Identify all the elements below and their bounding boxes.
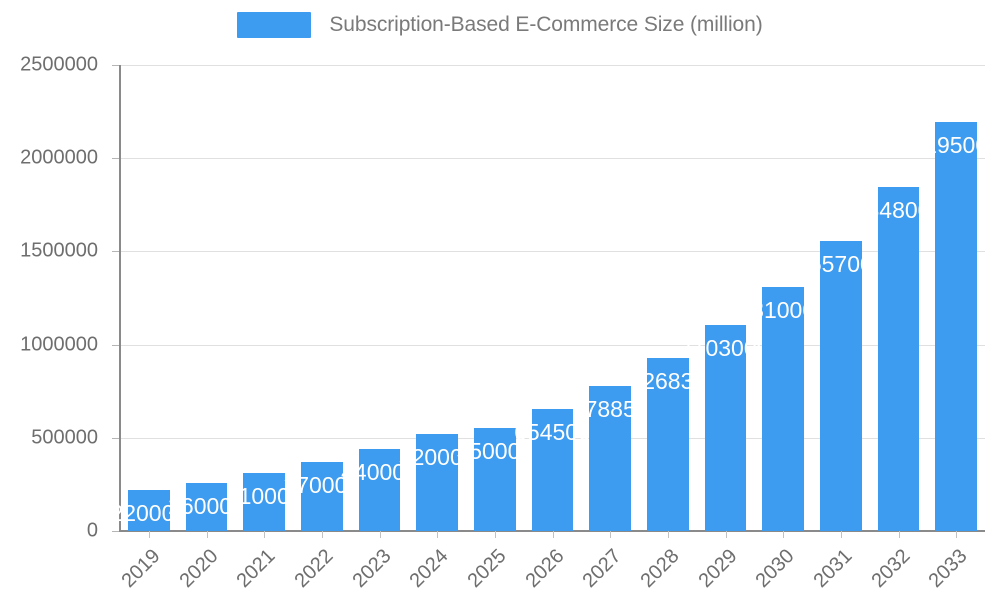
- y-tick-label: 1000000: [20, 333, 98, 356]
- x-tick-mark: [610, 531, 612, 538]
- x-tick-label: 2020: [175, 545, 223, 593]
- bar-slot: 1103000: [682, 65, 769, 531]
- x-tick-mark: [552, 531, 554, 538]
- x-tick-label: 2025: [463, 545, 511, 593]
- bar-slot: 260000: [168, 65, 245, 531]
- x-tick-label: 2029: [694, 545, 742, 593]
- y-tick-mark: [112, 437, 120, 439]
- x-tick-label: 2031: [809, 545, 857, 593]
- gridline: [120, 65, 985, 66]
- x-axis-line: [119, 530, 985, 532]
- x-tick-mark: [206, 531, 208, 538]
- bar[interactable]: [185, 482, 228, 531]
- bar-slot: 370000: [283, 65, 360, 531]
- plot-area: 220000 260000 310000 370000 440000 520000 5500…: [110, 65, 1000, 532]
- bar-slot: 1310000: [738, 65, 828, 531]
- y-tick-label: 2000000: [20, 146, 98, 169]
- x-tick-mark: [725, 531, 727, 538]
- x-tick-label: 2028: [636, 545, 684, 593]
- bar[interactable]: [820, 240, 862, 531]
- x-tick-mark: [321, 531, 323, 538]
- x-tick-mark: [898, 531, 900, 538]
- bar[interactable]: [416, 434, 458, 531]
- bar-slot: 1848000: [854, 65, 943, 531]
- bar[interactable]: [358, 448, 401, 531]
- bar[interactable]: [474, 428, 516, 531]
- gridline: [120, 158, 985, 160]
- bar[interactable]: [704, 325, 747, 531]
- chart-legend: Subscription-Based E-Commerce Size (mill…: [0, 12, 1000, 38]
- bar[interactable]: [935, 121, 977, 531]
- legend-label-series-1[interactable]: Subscription-Based E-Commerce Size (mill…: [329, 13, 763, 36]
- x-tick-label: 2022: [290, 545, 338, 593]
- y-tick-label: 2500000: [20, 53, 98, 76]
- x-tick-label: 2030: [751, 545, 799, 593]
- x-tick-mark: [379, 531, 381, 538]
- bar-slot: 220000: [110, 65, 187, 531]
- bar[interactable]: [877, 186, 920, 531]
- bar-slot: 926835: [629, 65, 706, 531]
- bar[interactable]: [762, 286, 804, 531]
- bar-slot: 310000: [226, 65, 303, 531]
- bar[interactable]: [128, 490, 170, 531]
- gridline: [120, 344, 985, 346]
- y-tick-mark: [112, 531, 120, 532]
- y-tick-label: 0: [86, 519, 98, 542]
- bar-series: 220000 260000 310000 370000 440000 520000 5500…: [110, 65, 1000, 531]
- gridline: [120, 251, 985, 253]
- y-tick-mark: [112, 158, 120, 160]
- legend-swatch-series-1[interactable]: [237, 12, 312, 38]
- y-tick-label: 500000: [31, 426, 98, 449]
- y-tick-label: 1500000: [20, 239, 98, 262]
- x-tick-mark: [494, 531, 496, 538]
- bar[interactable]: [301, 462, 343, 531]
- x-tick-label: 2019: [117, 545, 165, 593]
- bar[interactable]: [647, 358, 689, 531]
- x-tick-label: 2024: [405, 545, 453, 593]
- bar[interactable]: [589, 385, 631, 531]
- y-axis-labels: 0 500000 1000000 1500000 2000000 2500000: [0, 0, 112, 600]
- x-tick-label: 2032: [867, 545, 915, 593]
- bar[interactable]: [243, 473, 285, 531]
- x-tick-mark: [667, 531, 669, 538]
- bar-slot: 2195000: [911, 65, 1000, 531]
- x-tick-mark: [437, 531, 439, 538]
- x-tick-label: 2033: [924, 545, 972, 593]
- x-tick-label: 2026: [521, 545, 569, 593]
- x-tick-mark: [783, 531, 785, 538]
- bar-slot: 778855: [572, 65, 649, 531]
- y-axis-line: [119, 65, 121, 531]
- bar-slot: 550000: [456, 65, 533, 531]
- bar-slot: 1557000: [796, 65, 886, 531]
- x-tick-label: 2023: [348, 545, 396, 593]
- x-tick-label: 2021: [232, 545, 280, 593]
- x-tick-mark: [148, 531, 150, 538]
- y-tick-mark: [112, 344, 120, 346]
- bar-slot: 520000: [399, 65, 476, 531]
- y-tick-mark: [112, 251, 120, 253]
- bar-slot: 440000: [341, 65, 418, 531]
- x-tick-mark: [264, 531, 266, 538]
- x-tick-mark: [840, 531, 842, 538]
- bar[interactable]: [531, 409, 574, 531]
- bar-slot: 654500: [514, 65, 591, 531]
- x-tick-label: 2027: [578, 545, 626, 593]
- x-tick-mark: [956, 531, 958, 538]
- y-tick-mark: [112, 65, 120, 66]
- x-axis-labels: 2019 2020 2021 2022 2023 2024 2025 2026 2027 2028…: [117, 531, 985, 600]
